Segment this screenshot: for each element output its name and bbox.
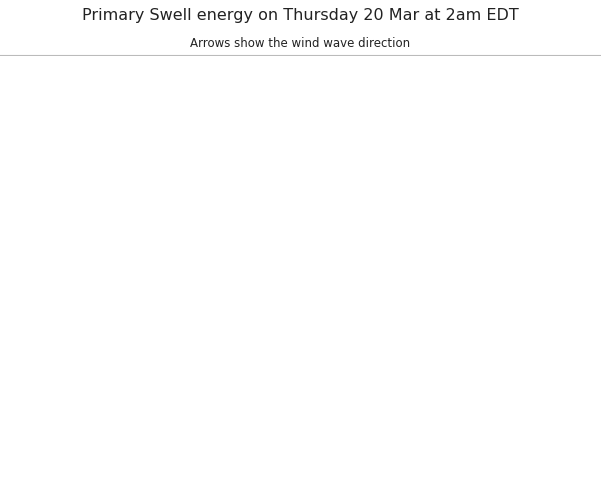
Text: Arrows show the wind wave direction: Arrows show the wind wave direction (191, 37, 410, 50)
Text: Primary Swell energy on Thursday 20 Mar at 2am EDT: Primary Swell energy on Thursday 20 Mar … (82, 8, 519, 23)
Text: cartopy required: cartopy required (243, 264, 358, 279)
